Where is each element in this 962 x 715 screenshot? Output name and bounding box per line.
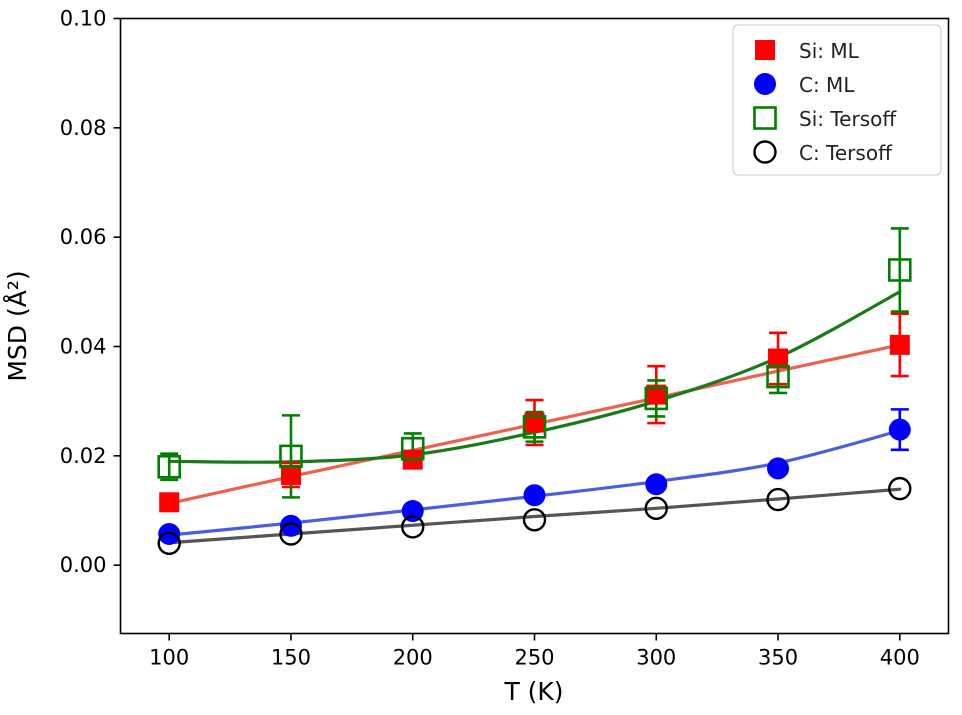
data-point-c-ml [767, 457, 790, 480]
legend-box [732, 24, 942, 176]
y-tick-label: 0.02 [60, 444, 107, 468]
x-tick-label: 300 [636, 646, 676, 670]
legend-marker-si-ml [755, 40, 775, 60]
y-tick-label: 0.10 [60, 7, 107, 31]
legend-marker-c-tersoff [753, 140, 777, 164]
legend-label-si-tersoff: Si: Tersoff [799, 107, 897, 131]
y-tick-label: 0.04 [60, 335, 107, 359]
x-tick-label: 250 [514, 646, 554, 670]
data-point-c-ml [158, 523, 181, 546]
data-point-c-tersoff [157, 531, 181, 555]
data-point-si-tersoff [644, 386, 669, 411]
data-point-si-ml [768, 348, 789, 369]
data-point-c-tersoff [401, 515, 425, 539]
data-point-si-tersoff [887, 258, 912, 282]
data-point-si-ml [280, 464, 301, 485]
data-point-c-ml [888, 418, 911, 441]
y-tick-label: 0.06 [60, 225, 107, 249]
legend-label-c-ml: C: ML [799, 73, 855, 97]
x-tick-label: 400 [880, 646, 920, 670]
data-point-c-tersoff [644, 496, 668, 521]
x-tick-label: 150 [271, 646, 311, 670]
legend-label-c-tersoff: C: Tersoff [799, 141, 893, 165]
legend-marker-c-ml [754, 73, 776, 95]
data-point-si-ml [889, 334, 910, 355]
data-point-c-ml [523, 484, 546, 507]
legend-label-si-ml: Si: ML [799, 39, 860, 63]
x-axis-title: T (K) [503, 677, 563, 706]
data-point-c-tersoff [766, 487, 790, 512]
data-point-c-ml [401, 500, 424, 523]
data-markers-group [157, 258, 912, 555]
error-bars-group [160, 227, 909, 499]
data-point-si-tersoff [279, 444, 303, 469]
data-point-si-tersoff [766, 364, 790, 389]
chart-legend[interactable]: Si: ML C: ML Si: Tersoff C: Tersoff [732, 24, 942, 176]
x-tick-label: 200 [393, 646, 433, 670]
y-tick-label: 0.08 [60, 116, 107, 140]
data-point-si-tersoff [157, 454, 182, 479]
data-point-si-ml [159, 492, 180, 513]
data-point-c-tersoff [522, 508, 547, 532]
data-point-c-tersoff [888, 476, 912, 501]
x-tick-label: 100 [149, 646, 189, 670]
data-point-c-ml [279, 514, 302, 537]
data-point-si-tersoff [522, 415, 547, 439]
data-point-si-tersoff [400, 436, 425, 461]
y-axis-ticks: 0.00 0.02 0.04 0.06 0.08 0.10 [60, 7, 121, 577]
x-axis-ticks: 100 150 200 250 300 350 400 [149, 633, 920, 670]
y-axis-title: MSD (Å²) [3, 270, 32, 381]
x-tick-label: 350 [758, 646, 798, 670]
y-tick-label: 0.00 [60, 553, 107, 577]
data-point-c-tersoff [279, 522, 303, 546]
data-point-si-ml [646, 384, 667, 405]
legend-marker-si-tersoff [753, 106, 777, 130]
data-point-c-ml [645, 473, 668, 496]
